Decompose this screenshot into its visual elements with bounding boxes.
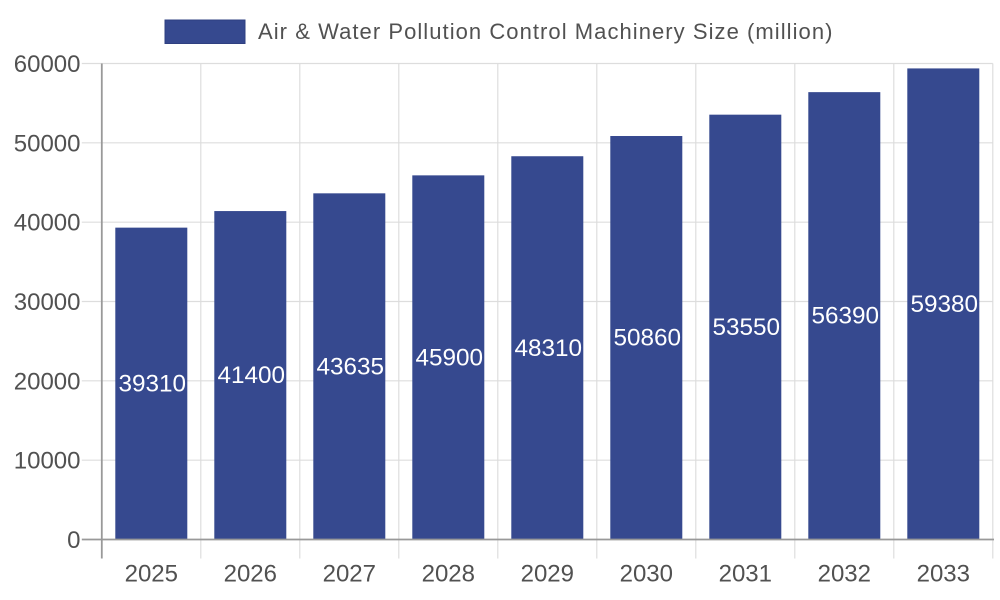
svg-text:2031: 2031 xyxy=(719,560,772,587)
svg-text:2029: 2029 xyxy=(521,560,574,587)
svg-text:41400: 41400 xyxy=(218,362,286,389)
svg-text:2028: 2028 xyxy=(422,560,475,587)
svg-text:20000: 20000 xyxy=(14,368,81,395)
svg-text:50860: 50860 xyxy=(614,325,682,352)
svg-text:2032: 2032 xyxy=(818,560,871,587)
svg-text:2030: 2030 xyxy=(620,560,673,587)
svg-text:Air & Water Pollution Control: Air & Water Pollution Control Machinery … xyxy=(258,19,834,44)
svg-text:43635: 43635 xyxy=(317,353,385,380)
svg-text:59380: 59380 xyxy=(911,291,979,318)
svg-text:10000: 10000 xyxy=(14,448,81,475)
svg-text:0: 0 xyxy=(67,527,80,554)
svg-text:39310: 39310 xyxy=(119,370,187,397)
svg-text:60000: 60000 xyxy=(14,51,81,78)
svg-text:50000: 50000 xyxy=(14,130,81,157)
svg-text:53550: 53550 xyxy=(713,314,781,341)
svg-text:56390: 56390 xyxy=(812,303,880,330)
svg-text:30000: 30000 xyxy=(14,289,81,316)
svg-text:48310: 48310 xyxy=(515,335,583,362)
svg-text:2026: 2026 xyxy=(224,560,277,587)
svg-text:2027: 2027 xyxy=(323,560,376,587)
svg-text:45900: 45900 xyxy=(416,344,484,371)
svg-text:40000: 40000 xyxy=(14,210,81,237)
svg-text:2025: 2025 xyxy=(125,560,178,587)
svg-text:2033: 2033 xyxy=(917,560,970,587)
